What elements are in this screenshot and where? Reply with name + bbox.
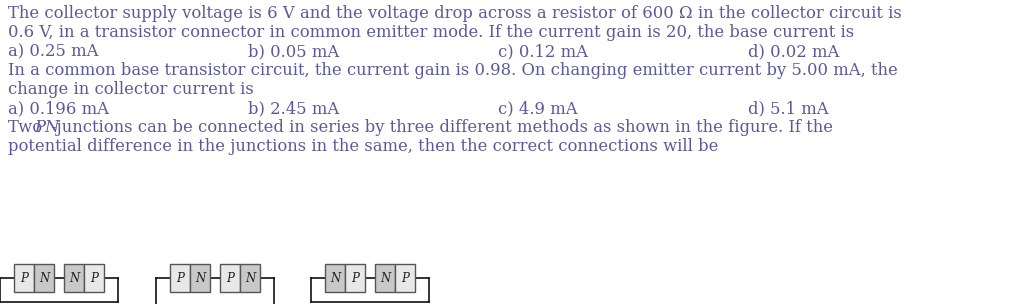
Text: a) 0.196 mA: a) 0.196 mA	[8, 100, 109, 117]
Text: b) 0.05 mA: b) 0.05 mA	[248, 43, 339, 60]
Text: In a common base transistor circuit, the current gain is 0.98. On changing emitt: In a common base transistor circuit, the…	[8, 62, 898, 79]
Bar	[240, 264, 260, 292]
Text: N: N	[330, 271, 340, 285]
Text: Two: Two	[8, 119, 47, 136]
Bar	[345, 264, 365, 292]
Text: N: N	[245, 271, 255, 285]
Bar	[34, 264, 54, 292]
Bar	[84, 264, 104, 292]
Text: PN: PN	[34, 119, 59, 136]
Text: N: N	[39, 271, 49, 285]
Bar	[170, 264, 190, 292]
Text: c) 4.9 mA: c) 4.9 mA	[498, 100, 578, 117]
Text: N: N	[195, 271, 205, 285]
Bar	[63, 264, 84, 292]
Bar	[14, 264, 34, 292]
Bar	[190, 264, 210, 292]
Bar	[325, 264, 345, 292]
Text: -junctions can be connected in series by three different methods as shown in the: -junctions can be connected in series by…	[51, 119, 833, 136]
Text: change in collector current is: change in collector current is	[8, 81, 254, 98]
Text: P: P	[351, 271, 359, 285]
Text: P: P	[226, 271, 233, 285]
Text: 0.6 V, in a transistor connector in common emitter mode. If the current gain is : 0.6 V, in a transistor connector in comm…	[8, 24, 854, 41]
Text: N: N	[380, 271, 390, 285]
Text: P: P	[90, 271, 98, 285]
Text: d) 0.02 mA: d) 0.02 mA	[748, 43, 840, 60]
Text: P: P	[401, 271, 409, 285]
Text: d) 5.1 mA: d) 5.1 mA	[748, 100, 828, 117]
Text: potential difference in the junctions in the same, then the correct connections : potential difference in the junctions in…	[8, 138, 719, 155]
Bar	[395, 264, 415, 292]
Text: The collector supply voltage is 6 V and the voltage drop across a resistor of 60: The collector supply voltage is 6 V and …	[8, 5, 902, 22]
Text: b) 2.45 mA: b) 2.45 mA	[248, 100, 339, 117]
Text: a) 0.25 mA: a) 0.25 mA	[8, 43, 98, 60]
Text: c) 0.12 mA: c) 0.12 mA	[498, 43, 588, 60]
Text: N: N	[69, 271, 79, 285]
Text: P: P	[20, 271, 28, 285]
Bar	[375, 264, 395, 292]
Bar	[220, 264, 240, 292]
Text: P: P	[176, 271, 184, 285]
